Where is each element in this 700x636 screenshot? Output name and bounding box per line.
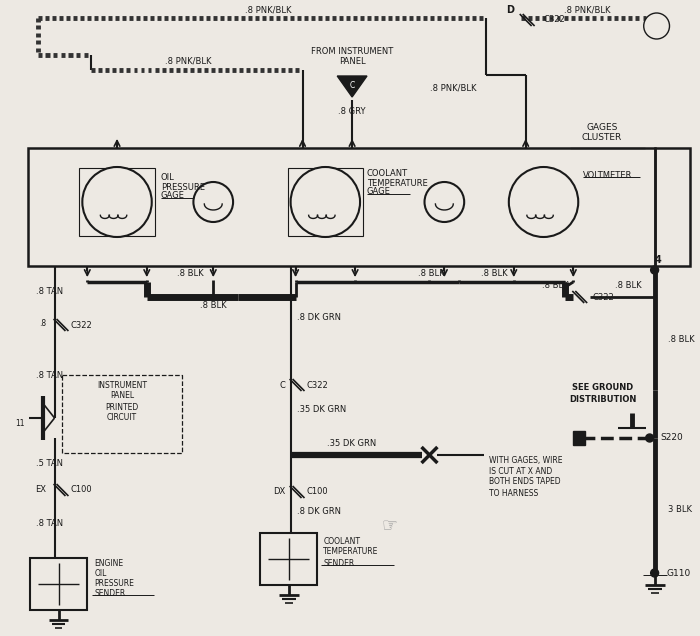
Text: .8 TAN: .8 TAN — [36, 287, 63, 296]
Text: ENGINE: ENGINE — [94, 558, 123, 567]
Circle shape — [644, 13, 669, 39]
Text: C100: C100 — [307, 488, 328, 497]
Text: GAGE: GAGE — [367, 188, 391, 197]
Bar — [30, 558, 88, 610]
Text: INSTRUMENT: INSTRUMENT — [97, 380, 147, 389]
Text: SEE GROUND: SEE GROUND — [573, 384, 634, 392]
Text: .5 TAN: .5 TAN — [36, 459, 63, 467]
Text: DISTRIBUTION: DISTRIBUTION — [569, 394, 637, 403]
Bar — [79, 168, 155, 236]
Text: SENDER: SENDER — [323, 558, 355, 567]
Text: .8 BLK: .8 BLK — [481, 268, 508, 277]
Bar — [654, 148, 690, 266]
Text: 11: 11 — [15, 420, 24, 429]
Text: C100: C100 — [71, 485, 92, 495]
Text: .8 PNK/BLK: .8 PNK/BLK — [244, 6, 291, 15]
Text: .8 DK GRN: .8 DK GRN — [297, 508, 341, 516]
Text: VOLTMETER: VOLTMETER — [583, 170, 633, 179]
Text: PRESSURE: PRESSURE — [161, 183, 204, 191]
Text: TEMPERATURE: TEMPERATURE — [367, 179, 428, 188]
Text: PRINTED: PRINTED — [106, 403, 139, 411]
Circle shape — [193, 182, 233, 222]
Text: .8 GRY: .8 GRY — [338, 107, 366, 116]
Text: TO HARNESS: TO HARNESS — [489, 488, 538, 497]
Circle shape — [83, 167, 152, 237]
Text: D: D — [506, 5, 514, 15]
Text: PANEL: PANEL — [110, 392, 134, 401]
Text: C: C — [349, 81, 355, 90]
Text: C322: C322 — [543, 15, 566, 25]
Text: BOTH ENDS TAPED: BOTH ENDS TAPED — [489, 478, 561, 487]
Circle shape — [651, 266, 659, 274]
Text: .8 BLK: .8 BLK — [668, 336, 694, 345]
Polygon shape — [337, 76, 367, 97]
Text: .8 PNK/BLK: .8 PNK/BLK — [165, 57, 211, 66]
Text: .35 DK GRN: .35 DK GRN — [328, 439, 377, 448]
Text: .8 TAN: .8 TAN — [36, 520, 63, 529]
Text: 3 BLK: 3 BLK — [668, 506, 692, 515]
Text: G110: G110 — [666, 569, 691, 577]
Text: OIL: OIL — [161, 174, 174, 183]
Text: .8 BLK: .8 BLK — [177, 268, 204, 277]
Text: .8 PNK/BLK: .8 PNK/BLK — [430, 83, 477, 92]
Text: SENDER: SENDER — [94, 588, 125, 597]
Text: EX: EX — [36, 485, 47, 495]
Text: IS CUT AT X AND: IS CUT AT X AND — [489, 466, 552, 476]
Text: C322: C322 — [592, 293, 614, 301]
Text: ☞: ☞ — [382, 516, 398, 534]
Text: COOLANT: COOLANT — [367, 170, 408, 179]
Text: C322: C322 — [307, 380, 328, 389]
Text: .35 DK GRN: .35 DK GRN — [297, 406, 346, 415]
Circle shape — [509, 167, 578, 237]
Circle shape — [651, 569, 659, 577]
Text: PRESSURE: PRESSURE — [94, 579, 134, 588]
Text: CLUSTER: CLUSTER — [582, 134, 622, 142]
Bar — [573, 431, 585, 445]
Text: COOLANT: COOLANT — [323, 537, 360, 546]
Text: CIRCUIT: CIRCUIT — [107, 413, 137, 422]
Text: FROM INSTRUMENT: FROM INSTRUMENT — [311, 48, 393, 57]
Text: 4: 4 — [654, 255, 661, 265]
Bar — [62, 375, 181, 453]
Circle shape — [290, 167, 360, 237]
Text: OIL: OIL — [94, 569, 106, 577]
Circle shape — [645, 434, 654, 442]
Text: .8 BLK: .8 BLK — [418, 268, 444, 277]
Text: TEMPERATURE: TEMPERATURE — [323, 548, 379, 556]
Text: .8 BLK: .8 BLK — [200, 301, 227, 310]
Text: .8 BLK: .8 BLK — [542, 282, 569, 291]
Text: .8 TAN: .8 TAN — [36, 371, 63, 380]
Bar — [260, 533, 317, 585]
Bar — [28, 148, 654, 266]
Text: .8 PNK/BLK: .8 PNK/BLK — [564, 6, 610, 15]
Text: .8 BLK: .8 BLK — [615, 282, 641, 291]
Text: PANEL: PANEL — [339, 57, 365, 67]
Circle shape — [424, 182, 464, 222]
Text: C322: C322 — [71, 321, 92, 329]
Text: S220: S220 — [661, 434, 683, 443]
Text: DX: DX — [274, 488, 286, 497]
Text: GAGE: GAGE — [161, 191, 185, 200]
Text: WITH GAGES, WIRE: WITH GAGES, WIRE — [489, 455, 563, 464]
Bar — [288, 168, 363, 236]
Text: GAGES: GAGES — [587, 123, 617, 132]
Text: C: C — [562, 282, 567, 291]
Text: C: C — [280, 380, 286, 389]
Text: .8 DK GRN: .8 DK GRN — [297, 314, 341, 322]
Text: .8: .8 — [39, 319, 47, 328]
